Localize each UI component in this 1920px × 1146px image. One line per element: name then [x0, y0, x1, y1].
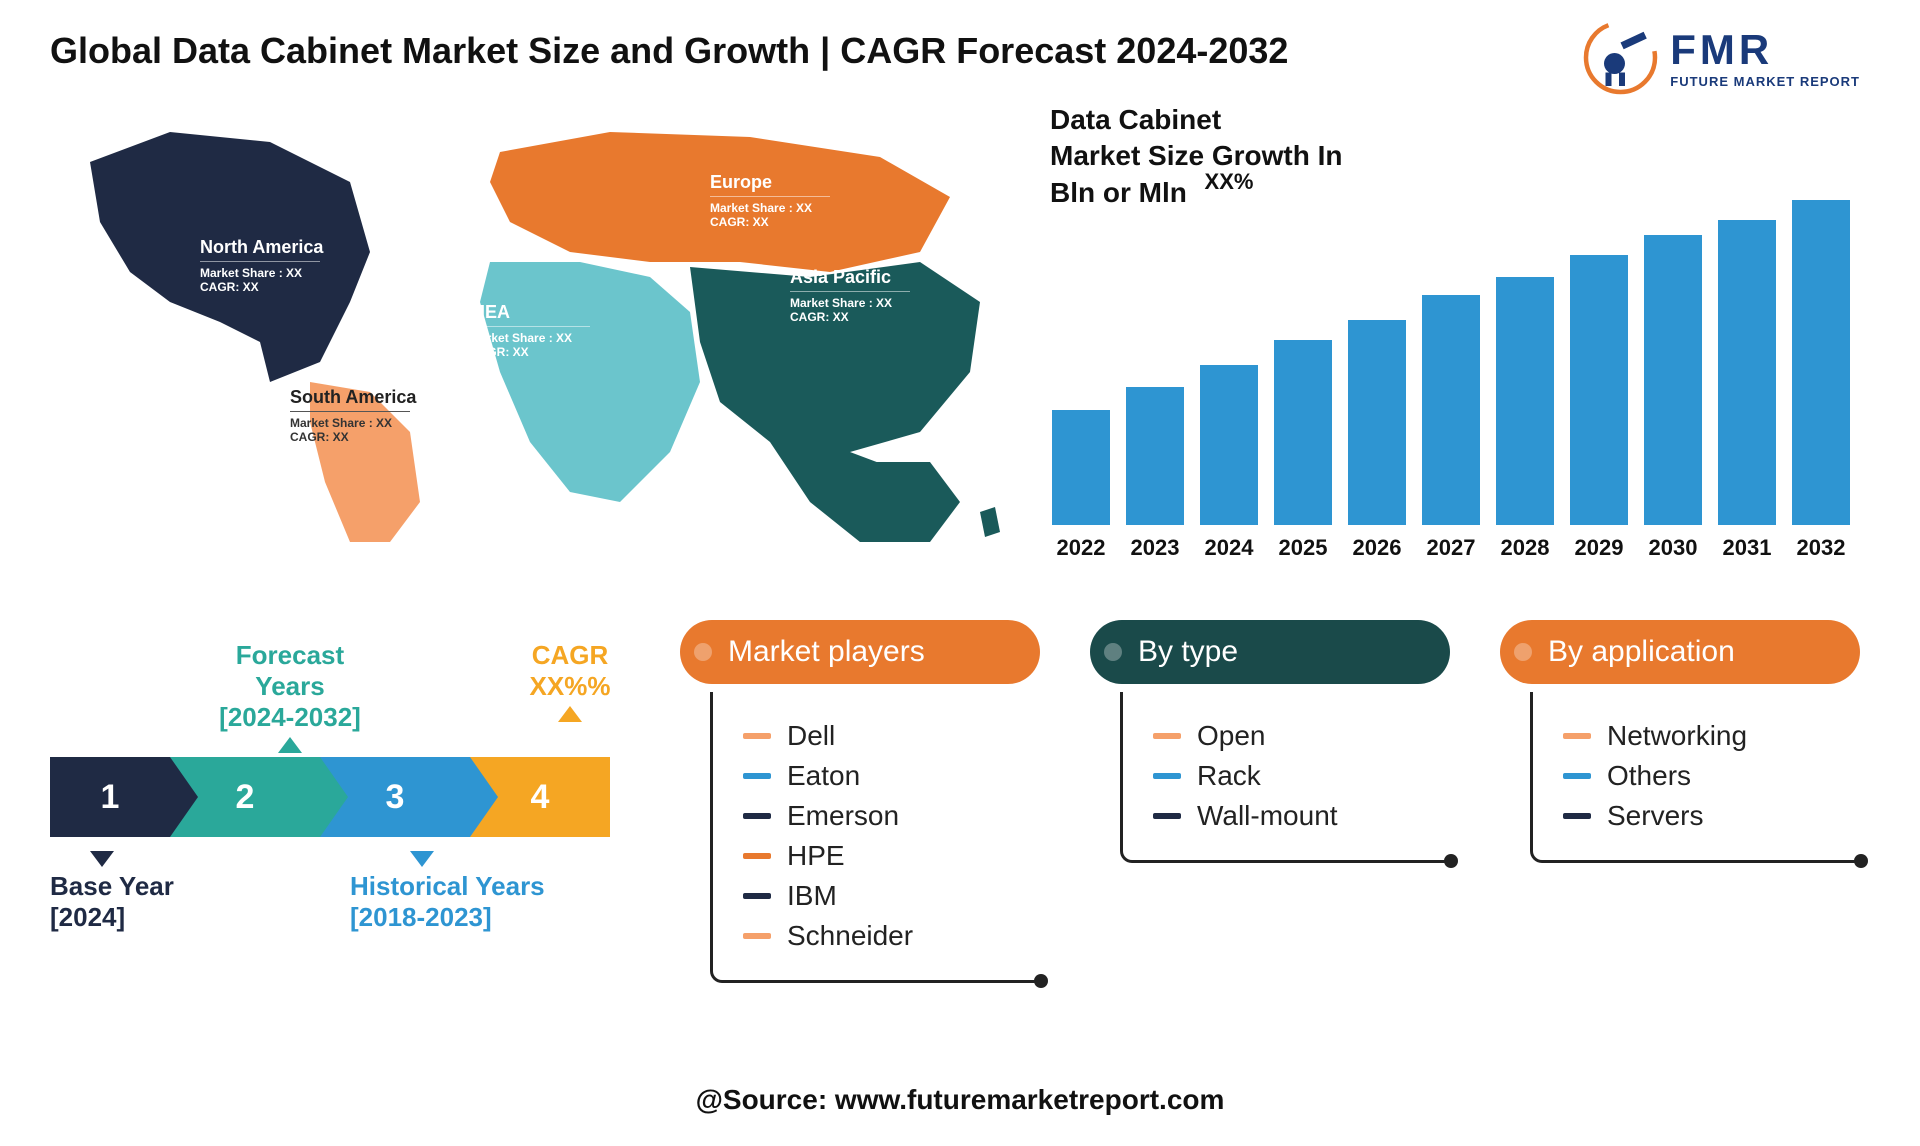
bar: 2022 — [1050, 410, 1112, 561]
category-item: Eaton — [743, 760, 1040, 792]
region-label: MEAMarket Share : XXCAGR: XX — [470, 302, 590, 359]
telescope-icon — [1583, 20, 1658, 95]
forecast-range: [2024-2032] — [200, 702, 380, 733]
category-item: IBM — [743, 880, 1040, 912]
bar-chart: Data CabinetMarket Size Growth InBln or … — [1050, 102, 1870, 561]
category-item: Dell — [743, 720, 1040, 752]
bar: 2030 — [1642, 235, 1704, 561]
category-box: By application Networking Others Servers — [1500, 620, 1860, 983]
category-header: Market players — [680, 620, 1040, 684]
category-item: Emerson — [743, 800, 1040, 832]
region-label: South AmericaMarket Share : XXCAGR: XX — [290, 387, 416, 444]
logo-main-text: FMR — [1670, 26, 1860, 74]
barchart-title: Data CabinetMarket Size Growth InBln or … — [1050, 102, 1870, 211]
source-text: @Source: www.futuremarketreport.com — [696, 1084, 1225, 1116]
category-item: Wall-mount — [1153, 800, 1450, 832]
category-item: Networking — [1563, 720, 1860, 752]
logo-sub-text: FUTURE MARKET REPORT — [1670, 74, 1860, 89]
bar: 2028 — [1494, 277, 1556, 561]
fmr-logo: FMR FUTURE MARKET REPORT — [1583, 20, 1860, 95]
bar: XX%2024 — [1198, 365, 1260, 561]
category-box: By type Open Rack Wall-mount — [1090, 620, 1450, 983]
category-item: HPE — [743, 840, 1040, 872]
category-item: Others — [1563, 760, 1860, 792]
category-item: Rack — [1153, 760, 1450, 792]
category-header: By type — [1090, 620, 1450, 684]
bar: XX%2032 — [1790, 200, 1852, 561]
region-label: North AmericaMarket Share : XXCAGR: XX — [200, 237, 323, 294]
category-item: Servers — [1563, 800, 1860, 832]
hist-range: [2018-2023] — [350, 902, 610, 933]
bar: 2027 — [1420, 295, 1482, 561]
timeline: Forecast Years [2024-2032] CAGR XX%% 123… — [50, 640, 640, 933]
timeline-segment: 1 — [50, 757, 170, 837]
world-map: North AmericaMarket Share : XXCAGR: XX So… — [50, 102, 1010, 552]
base-range: [2024] — [50, 902, 230, 933]
category-box: Market players Dell Eaton Emerson HPE IBM Sch… — [680, 620, 1040, 983]
region-label: EuropeMarket Share : XXCAGR: XX — [710, 172, 830, 229]
bar: 2029 — [1568, 255, 1630, 561]
region-label: Asia PacificMarket Share : XXCAGR: XX — [790, 267, 910, 324]
category-item: Schneider — [743, 920, 1040, 952]
category-header: By application — [1500, 620, 1860, 684]
base-label: Base Year — [50, 871, 230, 902]
category-item: Open — [1153, 720, 1450, 752]
bar: 2023 — [1124, 387, 1186, 561]
bar: 2026 — [1346, 320, 1408, 561]
bar: 2031 — [1716, 220, 1778, 561]
cagr-value: XX%% — [500, 671, 640, 702]
bar: 2025 — [1272, 340, 1334, 561]
cagr-label: CAGR — [500, 640, 640, 671]
forecast-label: Forecast Years — [200, 640, 380, 702]
hist-label: Historical Years — [350, 871, 610, 902]
